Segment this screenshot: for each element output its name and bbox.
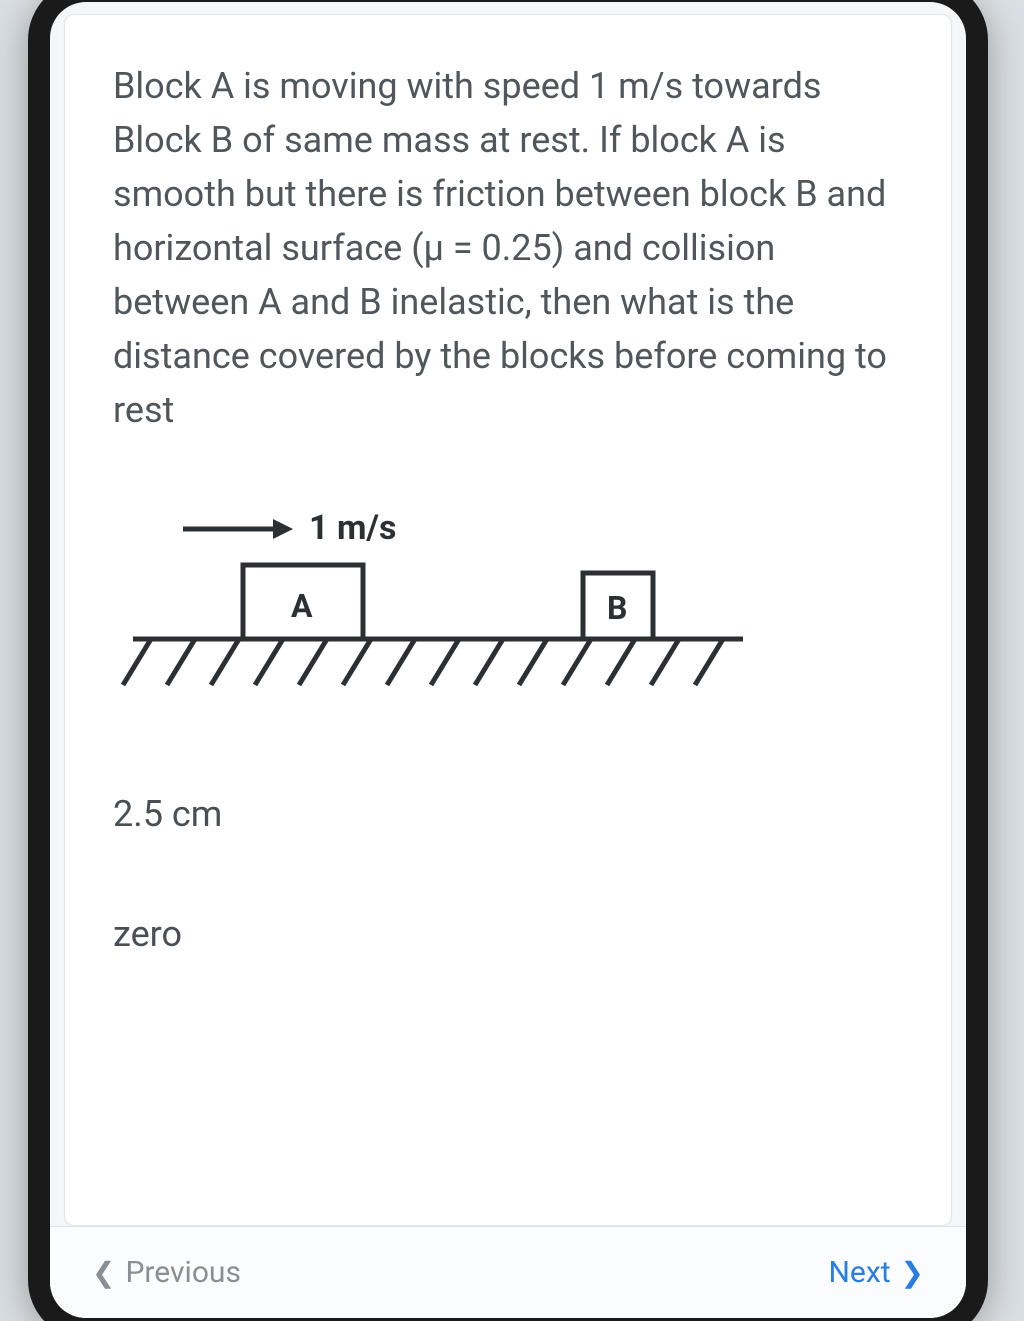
answer-options: 2.5 cm zero <box>113 789 903 960</box>
option-2[interactable]: zero <box>113 909 903 959</box>
ground-hatching <box>123 639 723 685</box>
physics-diagram: 1 m/s A B <box>113 493 773 733</box>
block-a-label: A <box>291 587 313 625</box>
next-button[interactable]: Next ❯ <box>829 1255 924 1290</box>
previous-button[interactable]: ❮ Previous <box>92 1255 241 1290</box>
content-area: Block A is moving with speed 1 m/s towar… <box>50 2 966 1226</box>
next-label: Next <box>829 1255 891 1290</box>
chevron-left-icon: ❮ <box>92 1259 115 1287</box>
page-background: Block A is moving with speed 1 m/s towar… <box>0 0 1024 1321</box>
previous-label: Previous <box>125 1255 241 1290</box>
question-text: Block A is moving with speed 1 m/s towar… <box>113 59 903 437</box>
chevron-right-icon: ❯ <box>901 1259 924 1287</box>
velocity-arrow <box>183 519 293 539</box>
speed-label: 1 m/s <box>309 508 397 548</box>
diagram-container: 1 m/s A B <box>113 493 903 733</box>
block-b-label: B <box>607 589 627 627</box>
screen: Block A is moving with speed 1 m/s towar… <box>50 2 966 1318</box>
phone-frame: Block A is moving with speed 1 m/s towar… <box>28 0 988 1321</box>
question-card: Block A is moving with speed 1 m/s towar… <box>64 14 952 1226</box>
option-1[interactable]: 2.5 cm <box>113 789 903 839</box>
nav-footer: ❮ Previous Next ❯ <box>50 1226 966 1318</box>
